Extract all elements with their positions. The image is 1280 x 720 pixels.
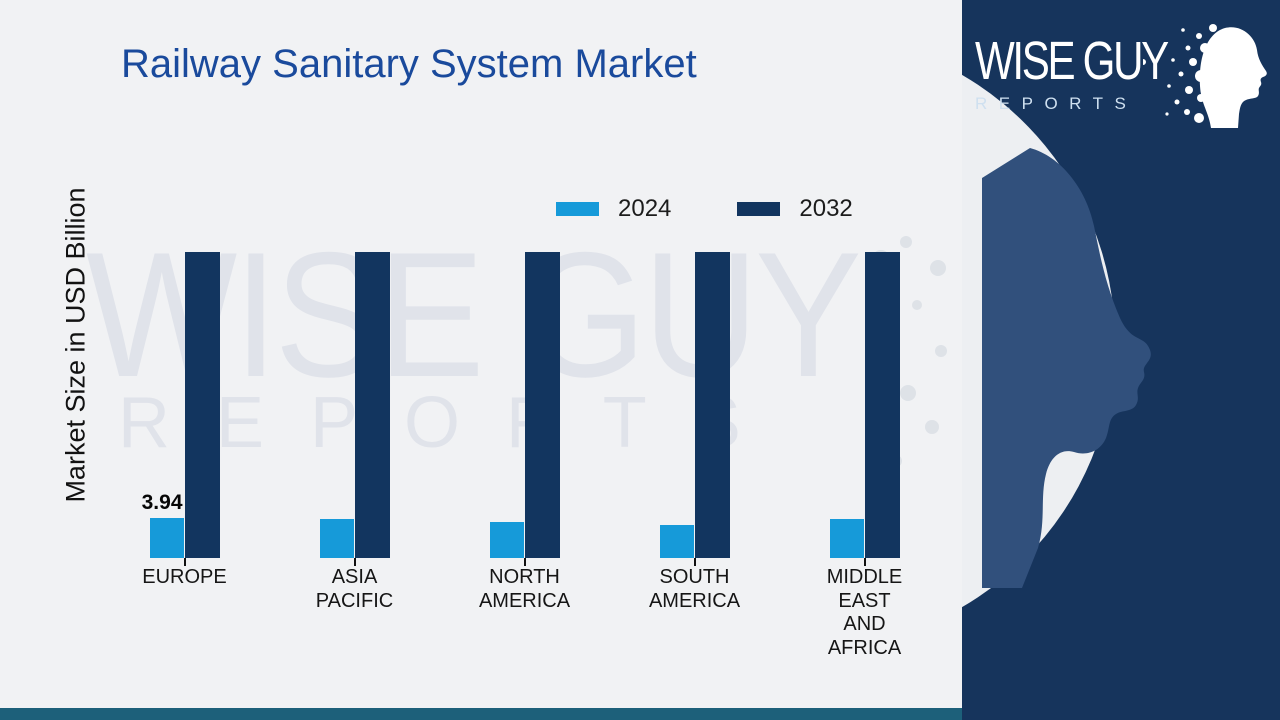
bar-2032-south-america [694,252,730,558]
bar-2032-middle-east-and-africa [864,252,900,558]
axis-tick [523,558,526,566]
legend-label-2032: 2032 [799,195,853,222]
category-label: NORTH AMERICA [478,566,571,612]
brand-panel [962,0,1280,720]
bar-2032-europe [184,252,220,558]
watermark-dot [935,345,947,357]
brand-wordmark: WISE GUY [975,31,1169,91]
bar-2024-south-america [660,525,694,558]
brand-reports-label: REPORTS [975,94,1138,113]
face-profile-icon [982,148,1151,588]
axis-tick [863,558,866,566]
axis-tick [693,558,696,566]
bar-2024-north-america [490,522,524,558]
bar-2032-north-america [524,252,560,558]
watermark-dot [925,420,939,434]
watermark-dot [900,236,912,248]
bottom-accent-bar [0,708,963,720]
watermark-dot [900,385,916,401]
watermark-reports-label: REPORTS [118,383,787,463]
bar-2024-middle-east-and-africa [830,519,864,558]
value-label: 3.94 [141,491,183,514]
dotted-face-icon [1143,24,1267,128]
legend: 2024 2032 [556,195,853,223]
legend-swatch-2032 [737,202,781,216]
axis-tick [353,558,356,566]
category-label: ASIA PACIFIC [315,566,394,612]
brand-logo: WISE GUY REPORTS [975,30,1221,114]
bar-2032-asia-pacific [354,252,390,558]
bar-2024-asia-pacific [320,519,354,558]
category-label: EUROPE [142,566,227,588]
watermark-dot [912,300,922,310]
bar-2024-europe [150,518,184,558]
legend-label-2024: 2024 [618,195,672,222]
category-label: SOUTH AMERICA [648,566,741,612]
axis-tick [183,558,186,566]
category-label: MIDDLE EAST AND AFRICA [826,566,903,659]
page-title: Railway Sanitary System Market [121,42,697,86]
watermark-dot [930,260,946,276]
legend-swatch-2024 [556,202,599,216]
